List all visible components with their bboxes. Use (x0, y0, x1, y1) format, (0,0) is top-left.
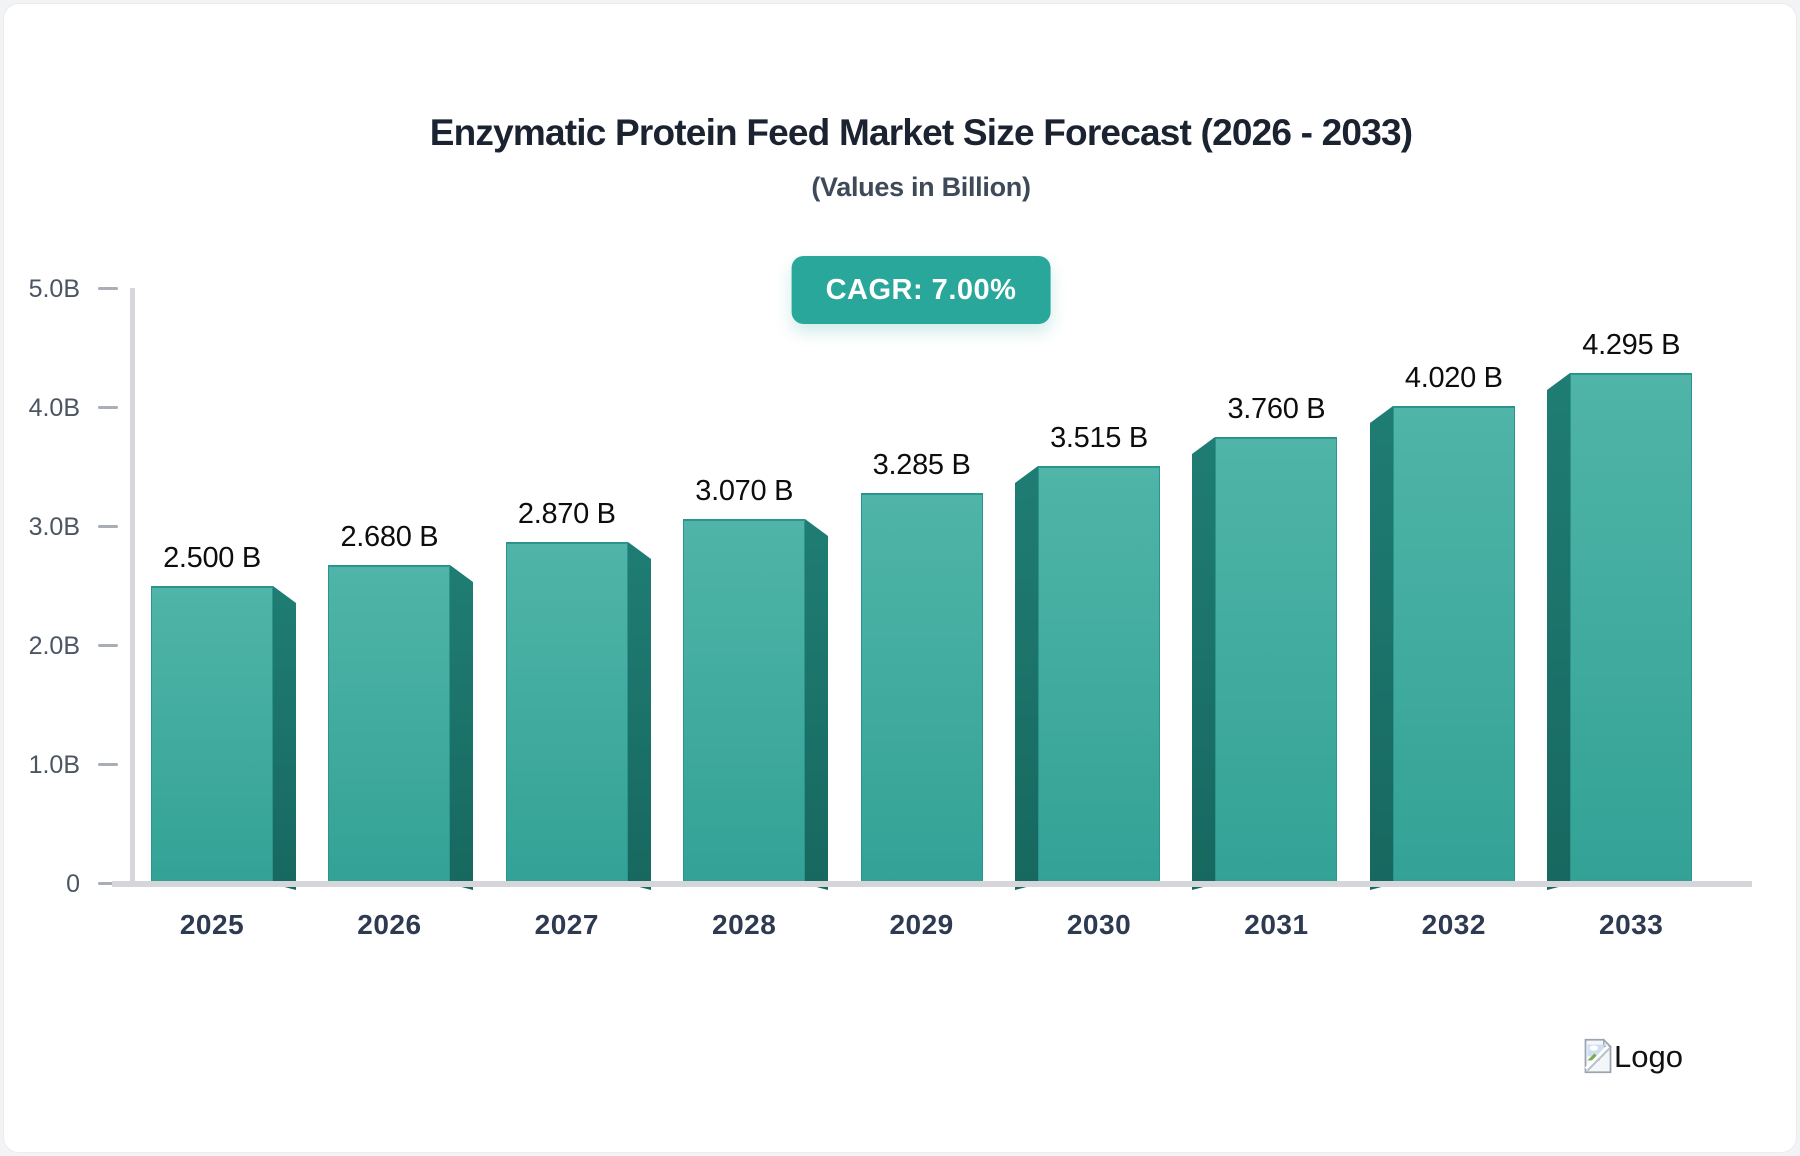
bar-side-panel (628, 542, 651, 890)
x-axis-label: 2027 (534, 909, 599, 940)
y-tick-mark (98, 406, 118, 409)
bar-side-panel (1015, 466, 1038, 890)
x-axis-label: 2026 (357, 909, 422, 940)
y-tick-mark (98, 644, 118, 647)
bar-2033 (1570, 373, 1692, 884)
x-axis-label: 2033 (1599, 909, 1664, 940)
logo-text: Logo (1614, 1039, 1683, 1074)
x-axis-label: 2032 (1421, 909, 1486, 940)
bar-side-panel (273, 586, 296, 890)
bar-value-label: 3.070 B (695, 475, 794, 507)
bar-value-label: 3.285 B (872, 449, 971, 481)
bar-value-label: 3.515 B (1050, 422, 1148, 454)
bar-value-label: 2.500 B (163, 542, 261, 574)
bar-side-panel (1370, 406, 1393, 890)
y-axis-line (130, 288, 135, 884)
broken-image-icon (1584, 1038, 1613, 1074)
bar-value-label: 2.680 B (340, 521, 439, 553)
y-tick-label: 5.0B (28, 275, 80, 303)
x-axis-label: 2031 (1244, 909, 1309, 940)
y-tick-label: 3.0B (28, 513, 80, 541)
bar-side-panel (1547, 373, 1570, 890)
x-axis-line (112, 881, 1752, 887)
bar-2032 (1393, 406, 1515, 884)
x-axis-label: 2025 (179, 909, 245, 940)
y-tick-mark (98, 763, 118, 766)
bar-side-panel (450, 565, 473, 890)
bar-side-panel (805, 519, 828, 890)
bar-value-label: 4.295 B (1582, 329, 1681, 361)
bar-2028 (683, 519, 805, 884)
bar-value-label: 2.870 B (517, 498, 616, 530)
cagr-badge: CAGR: 7.00% (791, 256, 1051, 324)
y-tick-mark (98, 882, 118, 885)
bar-value-label: 3.760 B (1227, 393, 1326, 425)
bar-2025 (151, 586, 273, 884)
y-tick-label: 4.0B (28, 394, 80, 422)
chart-subtitle: (Values in Billion) (811, 172, 1031, 202)
bar-side-panel (1192, 437, 1215, 890)
cagr-badge-label: CAGR: 7.00% (825, 274, 1017, 306)
x-axis-label: 2029 (889, 909, 954, 940)
y-tick-label: 2.0B (28, 632, 80, 660)
y-tick-label: 1.0B (28, 751, 80, 779)
y-tick-mark (98, 287, 118, 290)
bar-2031 (1215, 437, 1337, 884)
bar-value-label: 4.020 B (1404, 362, 1503, 394)
x-axis-label: 2028 (712, 909, 777, 940)
y-tick-label: 0 (66, 870, 80, 898)
bar-2026 (328, 565, 450, 884)
bar-2030 (1038, 466, 1160, 884)
logo: Logo (1583, 1038, 1683, 1074)
x-axis-label: 2030 (1066, 909, 1132, 940)
bar-2029 (861, 493, 983, 884)
y-tick-mark (98, 525, 118, 528)
bar-2027 (506, 542, 628, 884)
chart-title: Enzymatic Protein Feed Market Size Forec… (429, 112, 1413, 153)
